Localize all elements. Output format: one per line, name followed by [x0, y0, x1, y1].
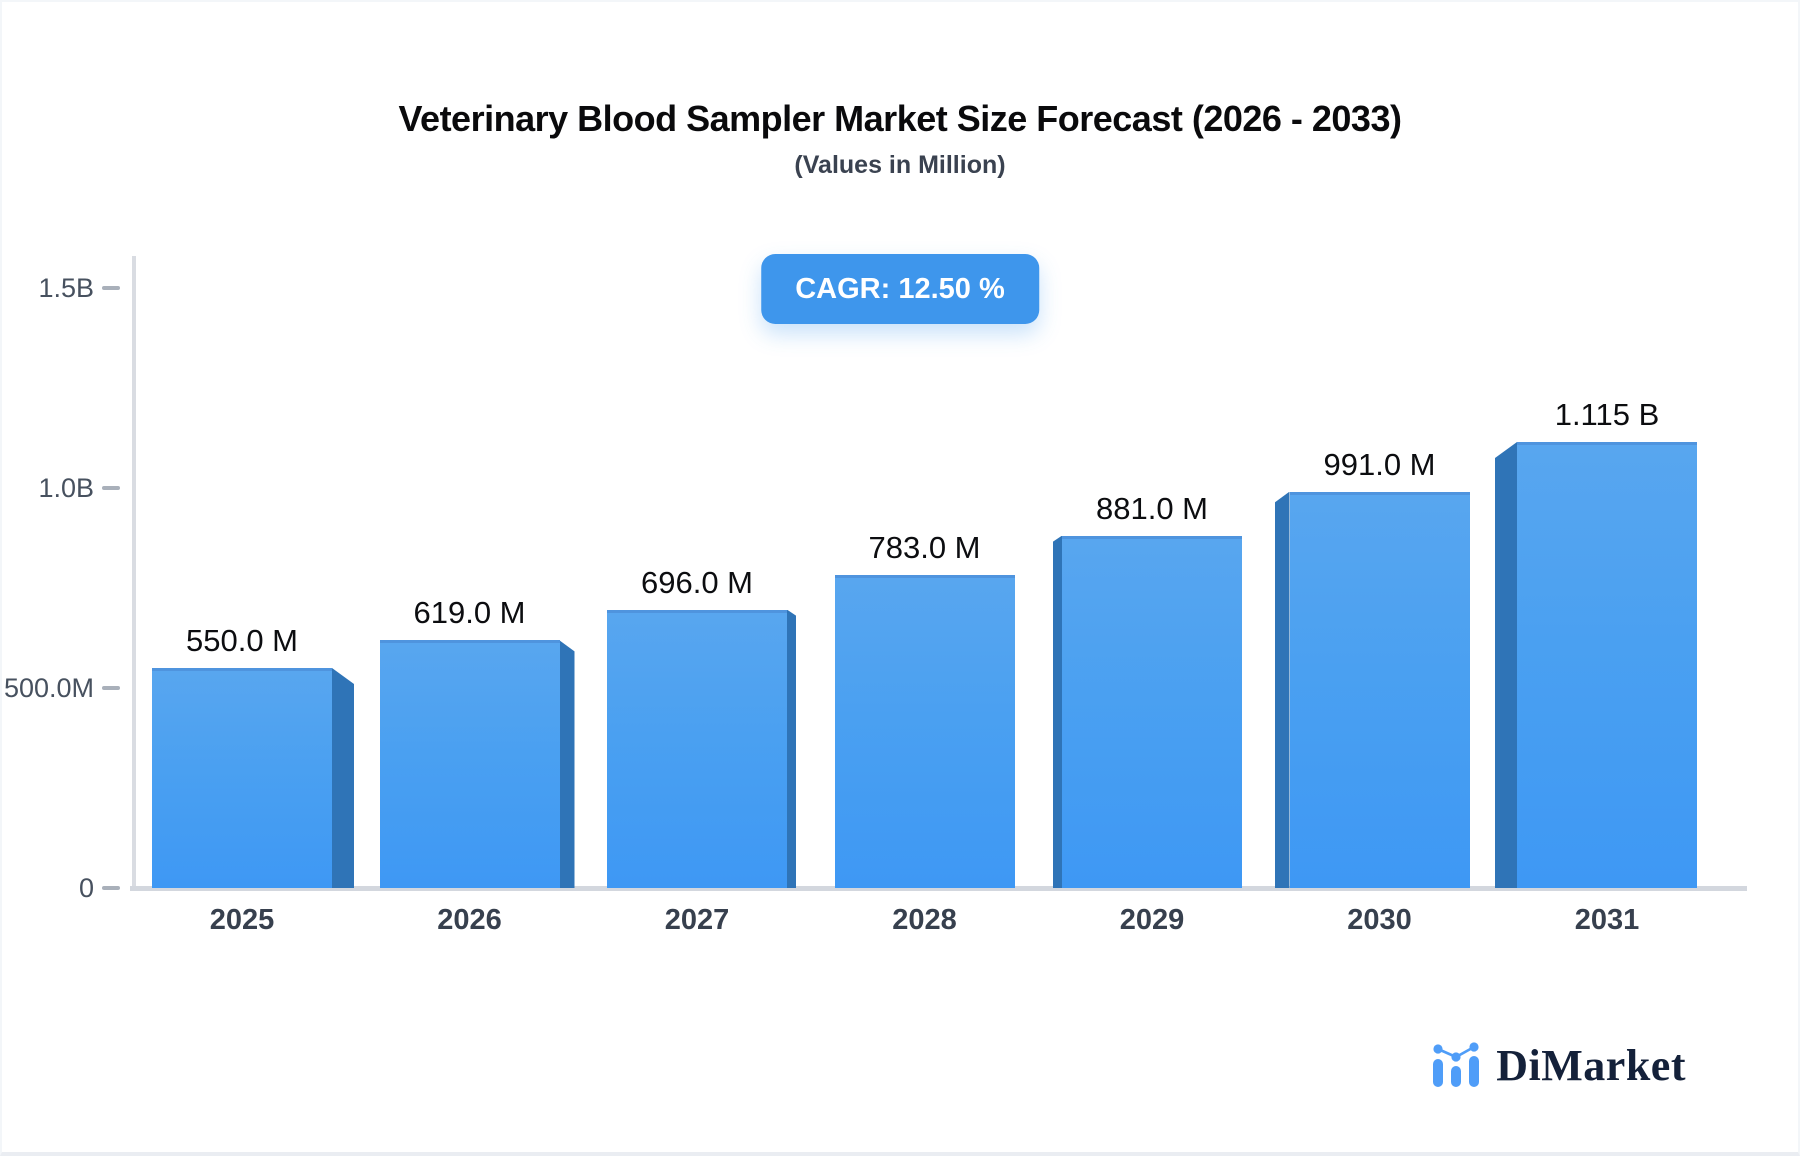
brand-logo: DiMarket: [1430, 1038, 1686, 1094]
bar-chart-logo-icon: [1430, 1042, 1482, 1090]
y-axis-tick-label: 500.0M: [3, 673, 94, 703]
bar-3d-side: [559, 640, 575, 888]
chart-subtitle: (Values in Million): [794, 151, 1006, 179]
x-axis-line: [130, 886, 1747, 891]
bar-value-label: 550.0 M: [185, 623, 298, 658]
chart-title: Veterinary Blood Sampler Market Size For…: [398, 98, 1402, 139]
y-axis-tick-label: 1.0B: [38, 473, 94, 503]
bar: [1062, 535, 1242, 888]
bar: [1517, 442, 1697, 888]
bar-value-label: 881.0 M: [1095, 490, 1208, 526]
bar-3d-side: [1274, 491, 1290, 888]
bar: [607, 609, 787, 888]
bar-value-label: 783.0 M: [868, 529, 981, 565]
x-axis-label: 2027: [664, 904, 730, 936]
x-axis-label: 2031: [1574, 904, 1640, 936]
cagr-badge: CAGR: 12.50 %: [761, 254, 1039, 324]
y-axis-tick-label: 1.5B: [38, 273, 94, 303]
bar-value-label: 1.115 B: [1554, 397, 1660, 432]
x-axis-label: 2025: [209, 904, 275, 936]
y-axis-line: [132, 256, 136, 888]
y-axis-tick-label: 0: [78, 873, 94, 903]
bar-3d-side: [332, 668, 354, 888]
bar-3d-side: [1495, 442, 1517, 888]
bar: [152, 668, 332, 888]
y-axis-tick-mark: [102, 686, 120, 690]
bar-3d-side: [787, 609, 796, 888]
bar: [834, 574, 1015, 888]
bar-value-label: 991.0 M: [1323, 446, 1436, 482]
bar: [1289, 491, 1470, 888]
y-axis-tick-mark: [102, 886, 120, 890]
y-axis-tick-mark: [102, 286, 120, 290]
x-axis-label: 2029: [1119, 904, 1185, 936]
brand-name: DiMarket: [1496, 1041, 1686, 1090]
x-axis-label: 2028: [892, 904, 957, 936]
bar-value-label: 696.0 M: [640, 564, 753, 600]
y-axis-tick-mark: [102, 486, 120, 490]
bar-3d-side: [1053, 535, 1062, 888]
x-axis-label: 2026: [437, 904, 502, 936]
bar: [379, 640, 560, 888]
bar-value-label: 619.0 M: [413, 595, 526, 631]
x-axis-label: 2030: [1347, 904, 1412, 936]
